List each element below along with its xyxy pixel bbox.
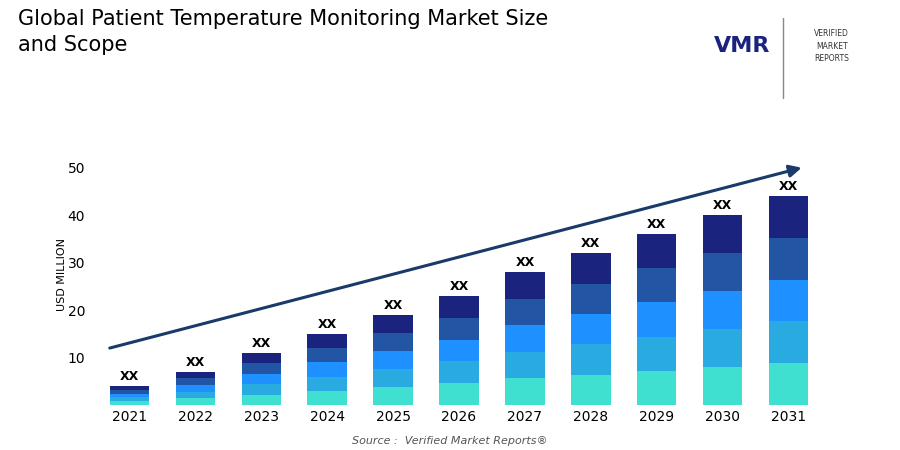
Text: XX: XX — [252, 337, 271, 350]
Bar — [637, 268, 677, 302]
Bar — [571, 314, 610, 344]
Bar — [703, 253, 742, 291]
Bar — [176, 372, 215, 378]
Text: XX: XX — [185, 356, 205, 369]
Bar — [703, 367, 742, 405]
Bar — [439, 318, 479, 339]
Bar — [241, 384, 281, 395]
Bar — [439, 339, 479, 361]
Text: XX: XX — [516, 256, 535, 269]
Bar — [571, 375, 610, 405]
Bar — [374, 351, 413, 369]
Bar — [110, 386, 149, 390]
Bar — [769, 280, 808, 321]
Bar — [769, 321, 808, 363]
Bar — [505, 272, 544, 299]
Bar — [308, 362, 347, 377]
Bar — [637, 234, 677, 268]
Bar — [241, 395, 281, 405]
Bar — [571, 253, 610, 284]
Bar — [176, 378, 215, 385]
Bar — [637, 371, 677, 405]
Text: VMR: VMR — [714, 36, 770, 56]
Bar — [110, 394, 149, 397]
Bar — [176, 385, 215, 392]
Bar — [241, 374, 281, 384]
Bar — [439, 296, 479, 318]
Bar — [110, 390, 149, 394]
Bar — [110, 397, 149, 401]
Text: XX: XX — [449, 280, 469, 293]
Bar — [769, 196, 808, 238]
Bar — [637, 337, 677, 371]
Text: Source :  Verified Market Reports®: Source : Verified Market Reports® — [352, 436, 548, 446]
Bar — [374, 315, 413, 333]
Text: XX: XX — [713, 199, 733, 212]
Text: XX: XX — [318, 318, 337, 331]
Bar — [703, 291, 742, 329]
Text: VERIFIED
MARKET
REPORTS: VERIFIED MARKET REPORTS — [814, 29, 849, 63]
Bar — [439, 383, 479, 405]
Bar — [637, 302, 677, 337]
Bar — [308, 334, 347, 348]
Bar — [703, 329, 742, 367]
Y-axis label: USD MILLION: USD MILLION — [57, 238, 67, 311]
Bar — [308, 348, 347, 362]
Bar — [505, 299, 544, 325]
Bar — [703, 215, 742, 253]
Bar — [374, 387, 413, 405]
Bar — [505, 325, 544, 352]
Bar — [571, 344, 610, 375]
Bar — [241, 363, 281, 374]
Bar — [374, 333, 413, 351]
Bar — [769, 363, 808, 405]
Bar — [505, 352, 544, 378]
Bar — [110, 401, 149, 405]
Bar — [505, 378, 544, 405]
Bar — [571, 284, 610, 314]
Text: XX: XX — [581, 237, 600, 250]
Bar — [374, 369, 413, 387]
Text: XX: XX — [647, 218, 666, 231]
Text: XX: XX — [120, 370, 140, 383]
Bar — [769, 238, 808, 280]
Bar — [308, 377, 347, 391]
Bar — [308, 391, 347, 405]
Text: Global Patient Temperature Monitoring Market Size
and Scope: Global Patient Temperature Monitoring Ma… — [18, 9, 548, 55]
Bar — [241, 353, 281, 363]
Text: XX: XX — [778, 180, 798, 194]
Text: XX: XX — [383, 299, 402, 312]
Bar — [176, 398, 215, 405]
Bar — [439, 361, 479, 383]
Bar — [176, 392, 215, 398]
